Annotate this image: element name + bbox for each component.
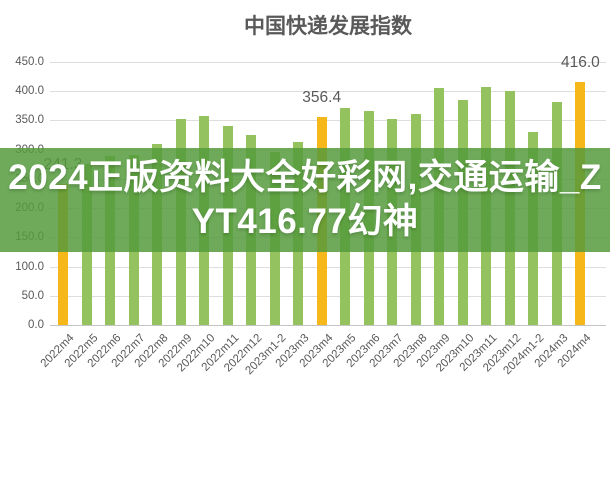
watermark-text-line2: YT416.77幻神: [191, 202, 419, 241]
gridline: [50, 62, 606, 63]
gridline: [50, 120, 606, 122]
bar-value-label: 416.0: [560, 53, 600, 71]
y-axis-tick-label: 350.0: [15, 114, 44, 127]
x-axis-line: [50, 325, 606, 326]
gridline: [50, 295, 606, 297]
watermark-text-line1: 2024正版资料大全好彩网,交通运输_Z: [8, 158, 602, 197]
y-axis-tick-label: 100.0: [15, 260, 44, 273]
gridline: [50, 91, 606, 93]
bar-value-label: 356.4: [302, 88, 342, 106]
watermark-overlay-banner[interactable]: 2024正版资料大全好彩网,交通运输_Z YT416.77幻神: [0, 148, 610, 252]
gridline: [50, 266, 606, 268]
bar-2022m4: [58, 184, 68, 325]
y-axis-tick-label: 0.0: [28, 319, 44, 331]
chart-title: 中国快递发展指数: [244, 15, 412, 38]
y-axis-tick-label: 50.0: [21, 289, 44, 302]
chart-canvas: 中国快递发展指数 450.0400.0350.0300.0250.0200.01…: [0, 15, 610, 378]
y-axis-tick-label: 450.0: [15, 56, 44, 68]
y-axis-tick-label: 400.0: [15, 85, 44, 98]
